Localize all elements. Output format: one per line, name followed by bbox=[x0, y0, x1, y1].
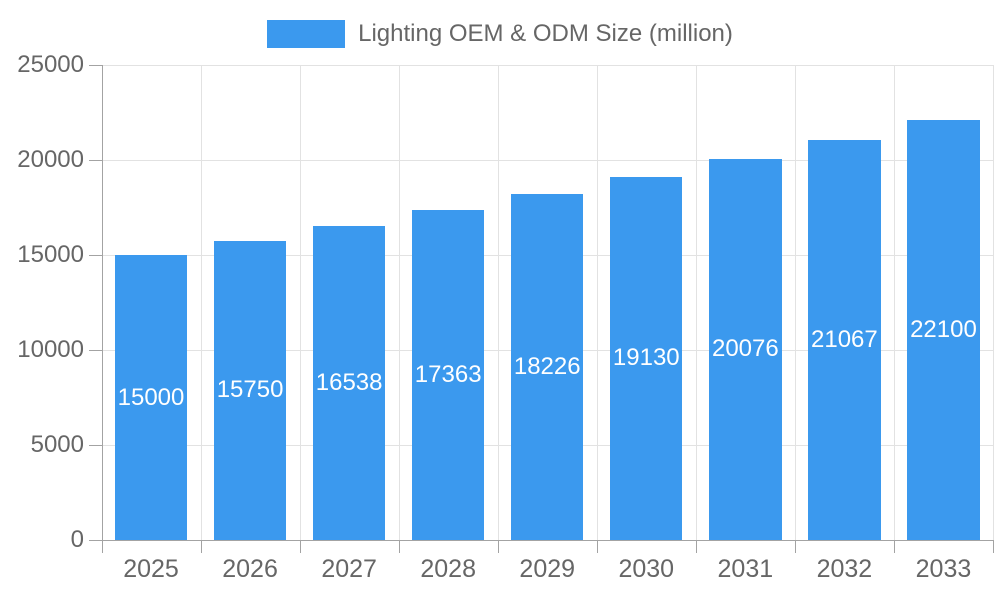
x-tick-label: 2033 bbox=[915, 555, 972, 583]
bar-value-label: 15750 bbox=[216, 376, 284, 404]
x-gridline bbox=[299, 65, 301, 540]
x-gridline bbox=[893, 65, 895, 540]
bar[interactable] bbox=[213, 240, 287, 540]
bar[interactable] bbox=[709, 158, 782, 540]
bar[interactable] bbox=[610, 176, 683, 540]
y-tick-label: 15000 bbox=[17, 241, 84, 268]
y-axis-line bbox=[101, 65, 103, 553]
bar[interactable] bbox=[114, 255, 188, 540]
bar-value-label: 21067 bbox=[811, 325, 878, 353]
x-tick-label: 2027 bbox=[321, 555, 377, 583]
x-gridline bbox=[596, 65, 598, 540]
bar-value-label: 19130 bbox=[612, 344, 680, 372]
y-tick bbox=[88, 160, 102, 161]
bar[interactable] bbox=[511, 193, 584, 540]
bar[interactable] bbox=[411, 210, 485, 540]
bar-value-label: 20076 bbox=[711, 335, 779, 363]
x-tick-label: 2026 bbox=[222, 555, 278, 583]
x-tick bbox=[497, 540, 499, 553]
x-tick-label: 2030 bbox=[618, 555, 675, 583]
y-tick-label: 20000 bbox=[17, 146, 84, 173]
legend-label: Lighting OEM & ODM Size (million) bbox=[358, 20, 733, 47]
x-tick bbox=[299, 540, 301, 553]
x-tick bbox=[200, 540, 202, 553]
y-tick-label: 10000 bbox=[17, 336, 84, 363]
y-tick bbox=[88, 350, 102, 351]
legend-swatch-icon bbox=[267, 20, 346, 48]
x-gridline bbox=[200, 65, 202, 540]
y-tick-label: 5000 bbox=[30, 431, 84, 458]
bar[interactable] bbox=[312, 225, 386, 540]
x-gridline bbox=[695, 65, 697, 540]
x-tick-label: 2031 bbox=[717, 555, 774, 583]
x-tick bbox=[893, 540, 895, 553]
y-gridline bbox=[101, 65, 993, 66]
y-gridline bbox=[101, 160, 993, 161]
x-gridline bbox=[497, 65, 499, 540]
x-tick-label: 2028 bbox=[420, 555, 476, 583]
y-tick bbox=[88, 540, 102, 541]
x-tick bbox=[993, 540, 994, 553]
bar[interactable] bbox=[907, 120, 980, 540]
bar-value-label: 18226 bbox=[513, 352, 581, 380]
bar-value-label: 17363 bbox=[414, 361, 482, 389]
bar-value-label: 16538 bbox=[315, 368, 383, 396]
x-tick-label: 2032 bbox=[816, 555, 873, 583]
y-tick bbox=[88, 255, 102, 256]
x-tick bbox=[398, 540, 400, 553]
x-gridline bbox=[398, 65, 400, 540]
y-tick-label: 25000 bbox=[17, 51, 84, 78]
legend[interactable]: Lighting OEM & ODM Size (million) bbox=[0, 18, 1000, 50]
x-axis-line bbox=[101, 540, 993, 541]
x-tick-label: 2025 bbox=[123, 555, 179, 583]
bar[interactable] bbox=[808, 139, 881, 540]
y-tick bbox=[88, 445, 102, 446]
bar-value-label: 22100 bbox=[910, 316, 977, 344]
x-gridline bbox=[993, 65, 994, 540]
y-tick bbox=[88, 65, 102, 66]
x-gridline bbox=[794, 65, 796, 540]
x-tick bbox=[695, 540, 697, 553]
y-tick-label: 0 bbox=[70, 526, 84, 553]
x-tick bbox=[596, 540, 598, 553]
x-tick bbox=[794, 540, 796, 553]
x-tick-label: 2029 bbox=[519, 555, 576, 583]
bar-value-label: 15000 bbox=[117, 383, 185, 411]
